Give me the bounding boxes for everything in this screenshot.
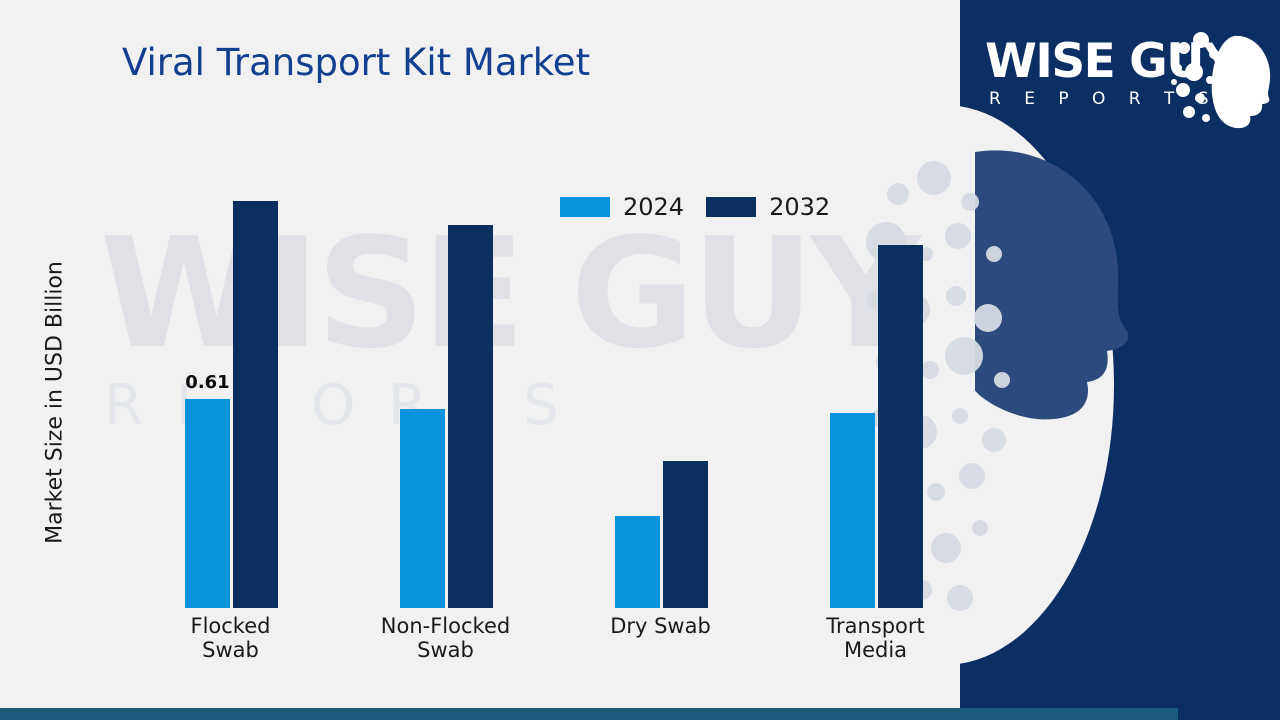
bar-2032[interactable] (233, 200, 278, 608)
bar-2024[interactable] (400, 409, 445, 608)
legend-label-2024: 2024 (623, 193, 685, 221)
footer-accent-bar (0, 708, 1178, 720)
bar-group: Transport Media (808, 180, 1008, 662)
legend-label-2032: 2032 (769, 193, 831, 221)
bar-2032[interactable] (878, 245, 923, 608)
bar-2024[interactable] (830, 412, 875, 608)
bar-2024[interactable] (615, 515, 660, 608)
x-axis-tick-label: Non-Flocked Swab (380, 614, 511, 662)
chart: Viral Transport Kit Market Market Size i… (42, 41, 936, 662)
bar-value-label: 0.61 (185, 372, 230, 394)
logo-subtext: R E P O R T S (989, 89, 1218, 109)
x-axis-tick-label: Flocked Swab (190, 614, 271, 662)
page-title: Viral Transport Kit Market (122, 41, 591, 84)
bar-2032[interactable] (448, 224, 493, 608)
brand-logo: WISE GUY R E P O R T S (985, 32, 1271, 129)
y-axis-label: Market Size in USD Billion (42, 261, 68, 544)
bar-group: 0.61 Flocked Swab (163, 180, 363, 662)
legend-swatch-2024 (560, 197, 610, 217)
legend-item-2024[interactable]: 2024 (560, 193, 684, 221)
plot-area: 0.61 Flocked Swab Non-Flocked Swab Dry Swab Tr… (96, 180, 936, 662)
bar-2032[interactable] (663, 460, 708, 608)
bar-group: Non-Flocked Swab (378, 180, 578, 662)
logo-head-icon (1171, 32, 1271, 129)
x-axis-tick-label: Dry Swab (610, 614, 711, 638)
bar-2024[interactable]: 0.61 (185, 372, 230, 608)
legend-swatch-2032 (706, 197, 757, 217)
legend-item-2032[interactable]: 2032 (706, 193, 830, 221)
bar-group: Dry Swab (593, 180, 793, 638)
chart-legend: 2024 2032 (560, 193, 830, 221)
x-axis-tick-label: Transport Media (826, 614, 925, 662)
